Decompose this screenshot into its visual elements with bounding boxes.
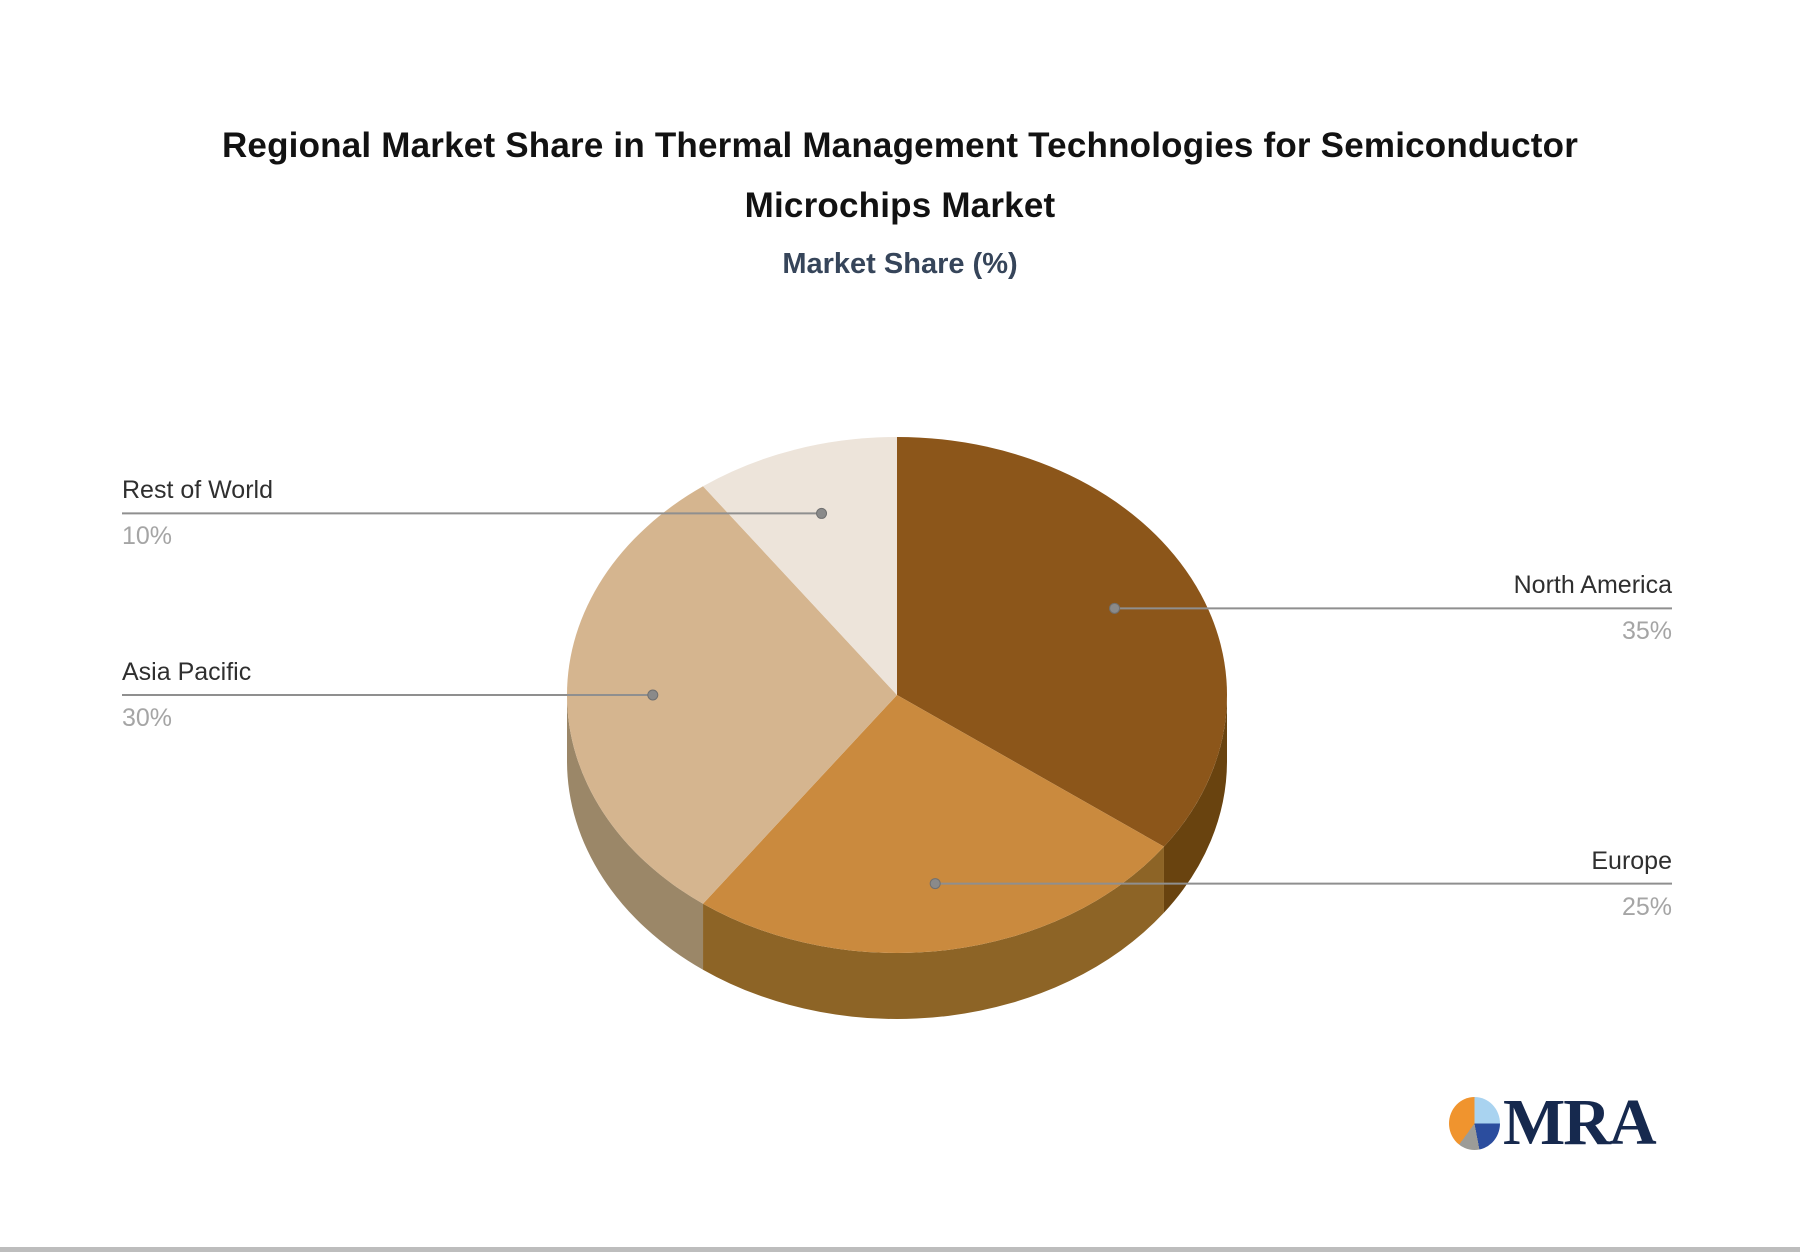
pie-slice-asia-pacific (566, 486, 897, 904)
brand-logo: MRA (1449, 1086, 1657, 1159)
callout-label-rest-of-world: Rest of World (122, 476, 273, 505)
leader-dot-europe (929, 878, 941, 890)
pie-slice-side-asia-pacific (566, 695, 704, 970)
callout-label-asia-pacific: Asia Pacific (122, 658, 252, 686)
pie-slice-rest-of-world (703, 437, 897, 695)
callout-value-north-america: 35% (1621, 617, 1672, 646)
pie-slice-side-north-america (1163, 695, 1228, 913)
leader-dot-rest-of-world (816, 507, 828, 519)
callout-value-rest-of-world: 10% (122, 522, 173, 551)
callout-value-europe: 25% (1621, 892, 1672, 921)
chart-title-line2: Microchips Market (744, 186, 1056, 225)
callout-value-asia-pacific: 30% (122, 704, 173, 732)
pie-slice-side-europe (703, 846, 1164, 1020)
chart-title: Regional Market Share in Thermal Managem… (0, 116, 1800, 236)
pie-slice-europe (703, 695, 1164, 954)
leader-dot-north-america (1109, 602, 1121, 614)
callout-label-europe: Europe (1591, 846, 1672, 875)
callout-label-north-america: North America (1513, 571, 1672, 600)
chart-subtitle: Market Share (%) (782, 248, 1018, 280)
logo-pie-icon (1449, 1096, 1500, 1150)
chart-title-line1: Regional Market Share in Thermal Managem… (221, 126, 1579, 165)
leader-dot-asia-pacific (647, 689, 659, 701)
bottom-edge-strip (0, 1247, 1800, 1252)
logo-wordmark: MRA (1503, 1086, 1657, 1159)
pie-slice-north-america (897, 437, 1228, 847)
